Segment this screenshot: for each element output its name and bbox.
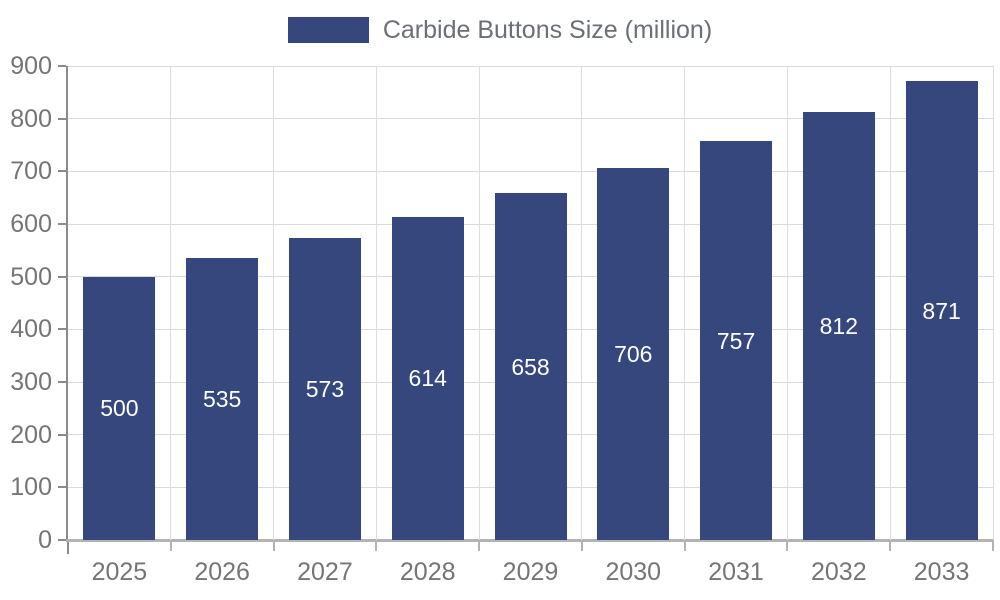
x-axis-tick — [580, 542, 583, 551]
x-tick-label: 2027 — [297, 558, 353, 586]
x-tick-label: 2026 — [194, 558, 250, 586]
bar[interactable] — [700, 141, 773, 540]
y-tick-label: 400 — [10, 315, 52, 344]
y-axis-tick — [58, 381, 66, 383]
x-tick-label: 2028 — [399, 558, 456, 586]
y-axis-tick — [58, 275, 66, 278]
y-tick-label: 600 — [10, 210, 52, 238]
y-tick-label: 500 — [10, 262, 52, 291]
x-axis-tick — [889, 542, 892, 551]
bar[interactable] — [802, 112, 875, 540]
y-tick-label: 800 — [10, 104, 52, 133]
bar[interactable] — [83, 276, 156, 540]
x-axis-tick — [992, 542, 994, 551]
bar-value-label: 500 — [100, 395, 139, 422]
gridline-vertical — [581, 66, 583, 540]
x-tick-label: 2025 — [91, 558, 148, 586]
gridline-vertical — [273, 66, 275, 540]
y-axis-tick — [58, 65, 66, 67]
y-tick-label: 100 — [10, 473, 52, 502]
y-axis-tick — [58, 223, 66, 225]
legend-label: Carbide Buttons Size (million) — [382, 16, 713, 44]
x-axis-tick — [478, 542, 481, 551]
bar-value-label: 757 — [716, 327, 756, 354]
gridline-vertical — [684, 66, 686, 540]
x-tick-label: 2032 — [811, 558, 867, 586]
gridline-vertical — [375, 66, 377, 540]
y-tick-label: 900 — [10, 52, 52, 80]
y-tick-label: 200 — [10, 420, 52, 449]
legend-swatch — [287, 17, 369, 43]
bar-value-label: 706 — [614, 341, 653, 368]
bar[interactable] — [288, 238, 361, 540]
bar-value-label: 812 — [819, 313, 859, 340]
bar-value-label: 573 — [305, 376, 345, 403]
bar-value-label: 871 — [922, 297, 961, 324]
gridline-vertical — [478, 66, 480, 540]
x-axis-tick — [786, 542, 789, 551]
bar[interactable] — [494, 193, 567, 540]
gridline-vertical — [786, 66, 788, 540]
y-axis-tick — [58, 117, 66, 120]
bar[interactable] — [597, 168, 670, 540]
x-axis-tick — [67, 542, 69, 554]
y-tick-label: 300 — [10, 368, 52, 396]
gridline-vertical — [992, 66, 994, 540]
y-axis-tick — [58, 539, 66, 541]
gridline-horizontal — [68, 118, 993, 120]
x-tick-label: 2029 — [502, 558, 559, 586]
y-axis-tick — [58, 433, 66, 436]
y-tick-label: 0 — [38, 526, 52, 554]
x-axis-line — [66, 539, 994, 542]
gridline-horizontal — [68, 65, 993, 67]
y-axis-tick — [58, 328, 66, 331]
y-axis-tick — [58, 170, 66, 173]
gridline-horizontal — [68, 170, 993, 172]
x-axis-tick — [169, 542, 172, 551]
x-tick-label: 2031 — [708, 558, 764, 586]
y-axis-line — [66, 66, 68, 540]
bar-value-label: 658 — [511, 353, 550, 380]
bar-value-label: 535 — [202, 386, 242, 413]
y-tick-label: 700 — [10, 157, 52, 186]
bar[interactable] — [391, 216, 464, 540]
x-tick-label: 2033 — [913, 558, 970, 586]
gridline-vertical — [170, 66, 172, 540]
x-axis-tick — [683, 542, 686, 551]
bar[interactable] — [186, 258, 259, 540]
bar-value-label: 614 — [408, 365, 447, 392]
bar[interactable] — [905, 81, 978, 540]
y-axis-tick — [58, 486, 66, 489]
legend[interactable]: Carbide Buttons Size (million) — [0, 16, 1000, 44]
gridline-vertical — [889, 66, 891, 540]
x-tick-label: 2030 — [605, 558, 662, 586]
x-axis-tick — [375, 542, 378, 551]
plot-area: 0 100 200 300 400 500 600 700 800 900 2025 2026 2027… — [10, 52, 994, 586]
x-axis-tick — [272, 542, 275, 551]
